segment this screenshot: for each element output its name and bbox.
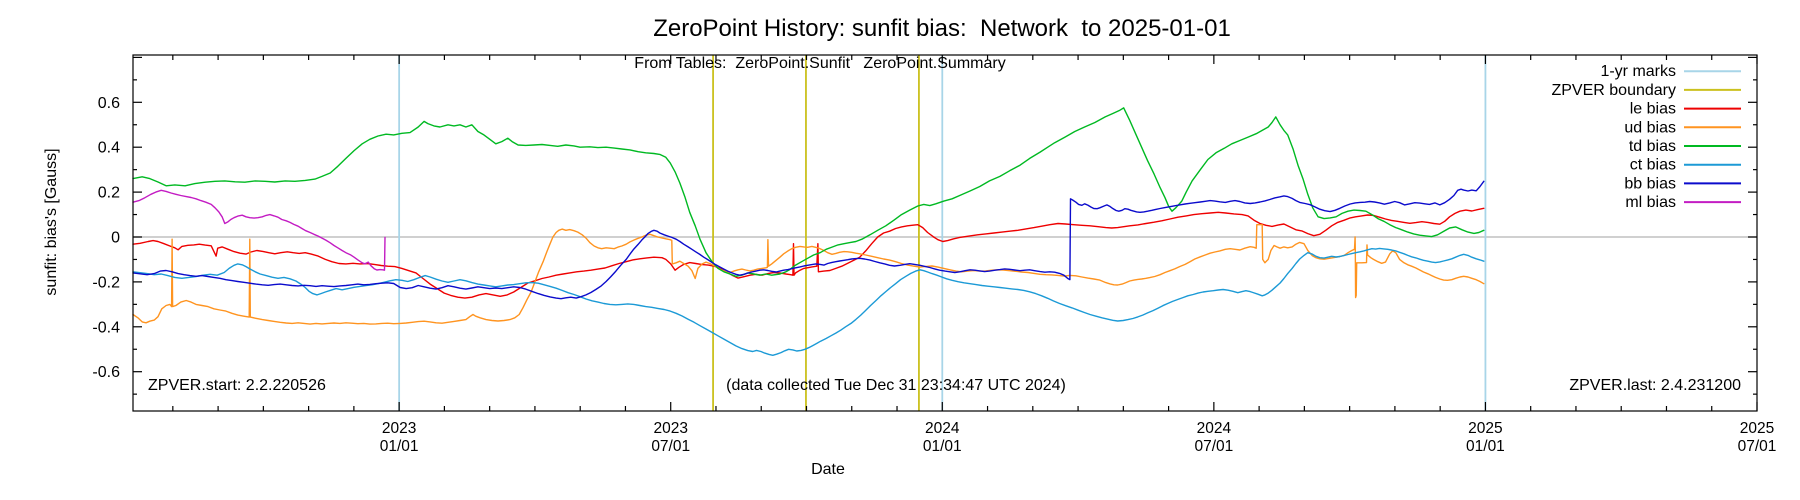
y-tick-label: 0 xyxy=(111,230,120,247)
x-tick-label: 01/01 xyxy=(1466,438,1505,455)
x-tick-label: 07/01 xyxy=(1738,438,1777,455)
y-tick-label: 0.4 xyxy=(98,140,120,157)
series-bb-bias xyxy=(132,180,1485,300)
legend-label: td bias xyxy=(1629,138,1676,155)
x-tick-label: 2024 xyxy=(1197,420,1232,437)
x-tick-label: 2025 xyxy=(1468,420,1502,437)
legend-label: ZPVER boundary xyxy=(1551,82,1676,99)
legend-label: ml bias xyxy=(1625,194,1676,211)
legend-label: 1-yr marks xyxy=(1600,63,1676,80)
x-tick-label: 07/01 xyxy=(651,438,690,455)
series-ud-bias xyxy=(132,223,1485,325)
legend-label: ud bias xyxy=(1624,119,1676,136)
subtitle-from-tables: From Tables: ZeroPoint.Sunfit ZeroPoint.… xyxy=(634,55,1006,72)
y-tick-label: 0.2 xyxy=(98,185,120,202)
plot-border xyxy=(132,54,1758,412)
x-tick-label: 2024 xyxy=(925,420,960,437)
x-tick-label: 01/01 xyxy=(923,438,962,455)
x-axis-title: Date xyxy=(811,461,845,478)
y-tick-label: 0.6 xyxy=(98,95,120,112)
x-tick-label: 01/01 xyxy=(380,438,419,455)
x-tick-label: 2025 xyxy=(1740,420,1774,437)
series-le-bias xyxy=(132,207,1485,299)
y-tick-label: -0.2 xyxy=(92,274,120,291)
x-tick-label: 2023 xyxy=(382,420,416,437)
series-td-bias xyxy=(132,107,1485,277)
y-tick-label: -0.6 xyxy=(92,364,120,381)
legend-label: ct bias xyxy=(1630,157,1676,174)
series-ml-bias xyxy=(132,189,386,271)
annotation-zpver-last: ZPVER.last: 2.4.231200 xyxy=(1569,377,1741,394)
annotation-data-collected: (data collected Tue Dec 31 23:34:47 UTC … xyxy=(726,377,1066,394)
y-axis-title: sunfit: bias's [Gauss] xyxy=(43,148,60,296)
annotation-zpver-start: ZPVER.start: 2.2.220526 xyxy=(148,377,326,394)
y-tick-label: -0.4 xyxy=(92,319,120,336)
chart-title: ZeroPoint History: sunfit bias: Network … xyxy=(653,15,1231,42)
x-tick-label: 07/01 xyxy=(1194,438,1233,455)
x-tick-label: 2023 xyxy=(653,420,687,437)
legend-label: bb bias xyxy=(1624,175,1676,192)
series-ct-bias xyxy=(132,247,1485,356)
legend-label: le bias xyxy=(1630,101,1676,118)
